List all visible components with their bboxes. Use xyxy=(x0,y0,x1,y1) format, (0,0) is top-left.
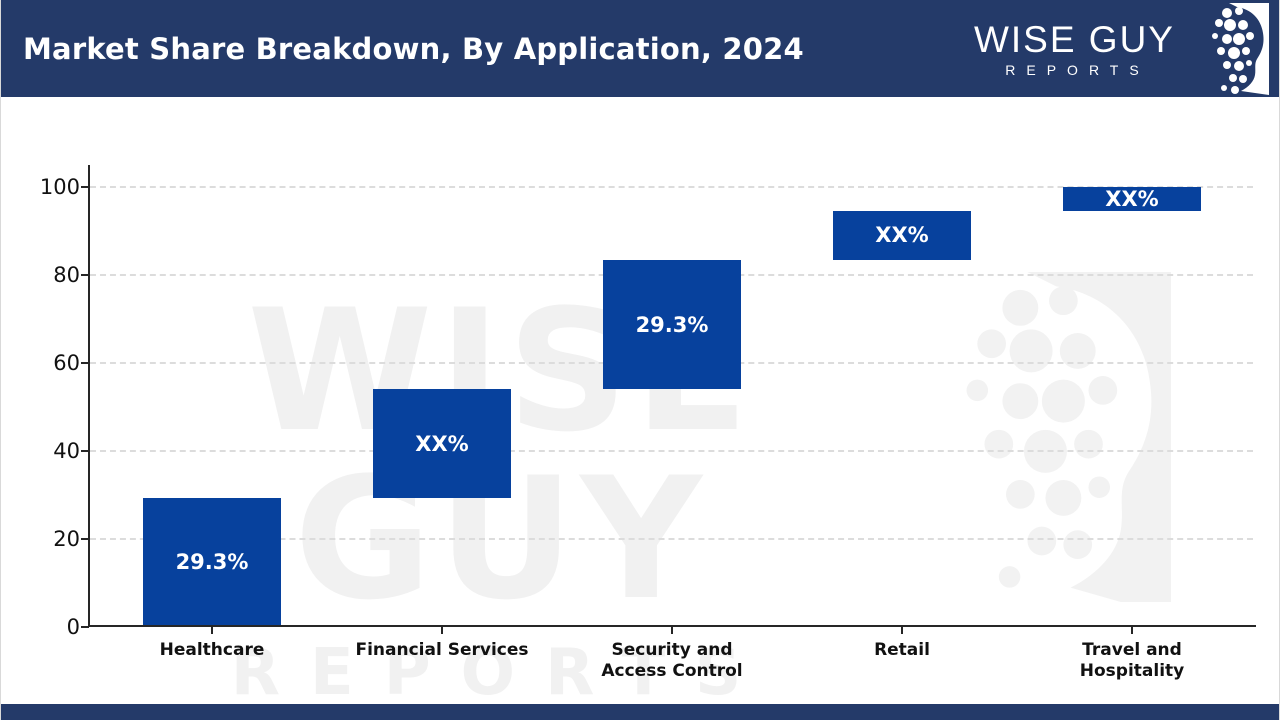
gridline-40 xyxy=(90,449,1253,452)
y-axis-spine xyxy=(88,165,90,627)
x-tick-mark xyxy=(211,627,213,634)
y-tick-label-0: 0 xyxy=(66,615,80,639)
y-tick-label-40: 40 xyxy=(53,438,80,463)
y-tick-mark-100 xyxy=(81,185,89,188)
logo-wordmark: WISE GUY xyxy=(973,18,1175,60)
bar-travel-and-hospitality: XX% xyxy=(1063,186,1201,211)
x-tick-label: Financial Services xyxy=(355,640,529,660)
bar-retail: XX% xyxy=(833,210,971,261)
x-axis-spine xyxy=(88,625,1256,627)
x-tick-label: Retail xyxy=(874,640,930,660)
y-tick-label-20: 20 xyxy=(53,526,80,551)
header-bar: Market Share Breakdown, By Application, … xyxy=(1,0,1279,97)
y-tick-label-80: 80 xyxy=(53,262,80,287)
x-tick-label: Security and Access Control xyxy=(601,640,743,682)
bar-value-label: XX% xyxy=(1105,186,1159,211)
x-tick-mark xyxy=(441,627,443,634)
logo-face-icon xyxy=(1212,2,1269,95)
y-tick-label-100: 100 xyxy=(39,174,80,199)
bar-security-and-access-control: 29.3% xyxy=(603,260,741,390)
x-tick-label: Travel and Hospitality xyxy=(1079,640,1185,682)
logo-subtext: REPORTS xyxy=(1005,61,1150,78)
watermark-face-icon xyxy=(966,272,1171,602)
bar-value-label: XX% xyxy=(875,223,929,248)
y-tick-mark-60 xyxy=(81,361,89,364)
gridline-20 xyxy=(90,537,1253,540)
x-tick-mark xyxy=(671,627,673,634)
bar-financial-services: XX% xyxy=(373,389,511,498)
y-tick-mark-80 xyxy=(81,273,89,276)
wiseguy-logo: WISE GUY REPORTS xyxy=(973,2,1269,95)
y-tick-label-60: 60 xyxy=(53,350,80,375)
x-tick-label: Healthcare xyxy=(159,640,265,660)
bar-value-label: 29.3% xyxy=(175,550,249,575)
bar-healthcare: 29.3% xyxy=(143,497,281,627)
x-tick-mark xyxy=(901,627,903,634)
bar-value-label: XX% xyxy=(415,431,469,456)
chart-title: Market Share Breakdown, By Application, … xyxy=(23,31,804,66)
plot-area: WISE GUY REPORTS 0 20 40 60 80 100 29.3% XX% 29… xyxy=(1,97,1279,705)
y-tick-mark-0 xyxy=(81,626,89,628)
y-tick-mark-40 xyxy=(81,449,89,452)
bar-value-label: 29.3% xyxy=(635,312,709,337)
footer-bar xyxy=(1,704,1279,720)
gridline-100 xyxy=(90,185,1253,188)
x-tick-mark xyxy=(1131,627,1133,634)
y-tick-mark-20 xyxy=(81,537,89,540)
